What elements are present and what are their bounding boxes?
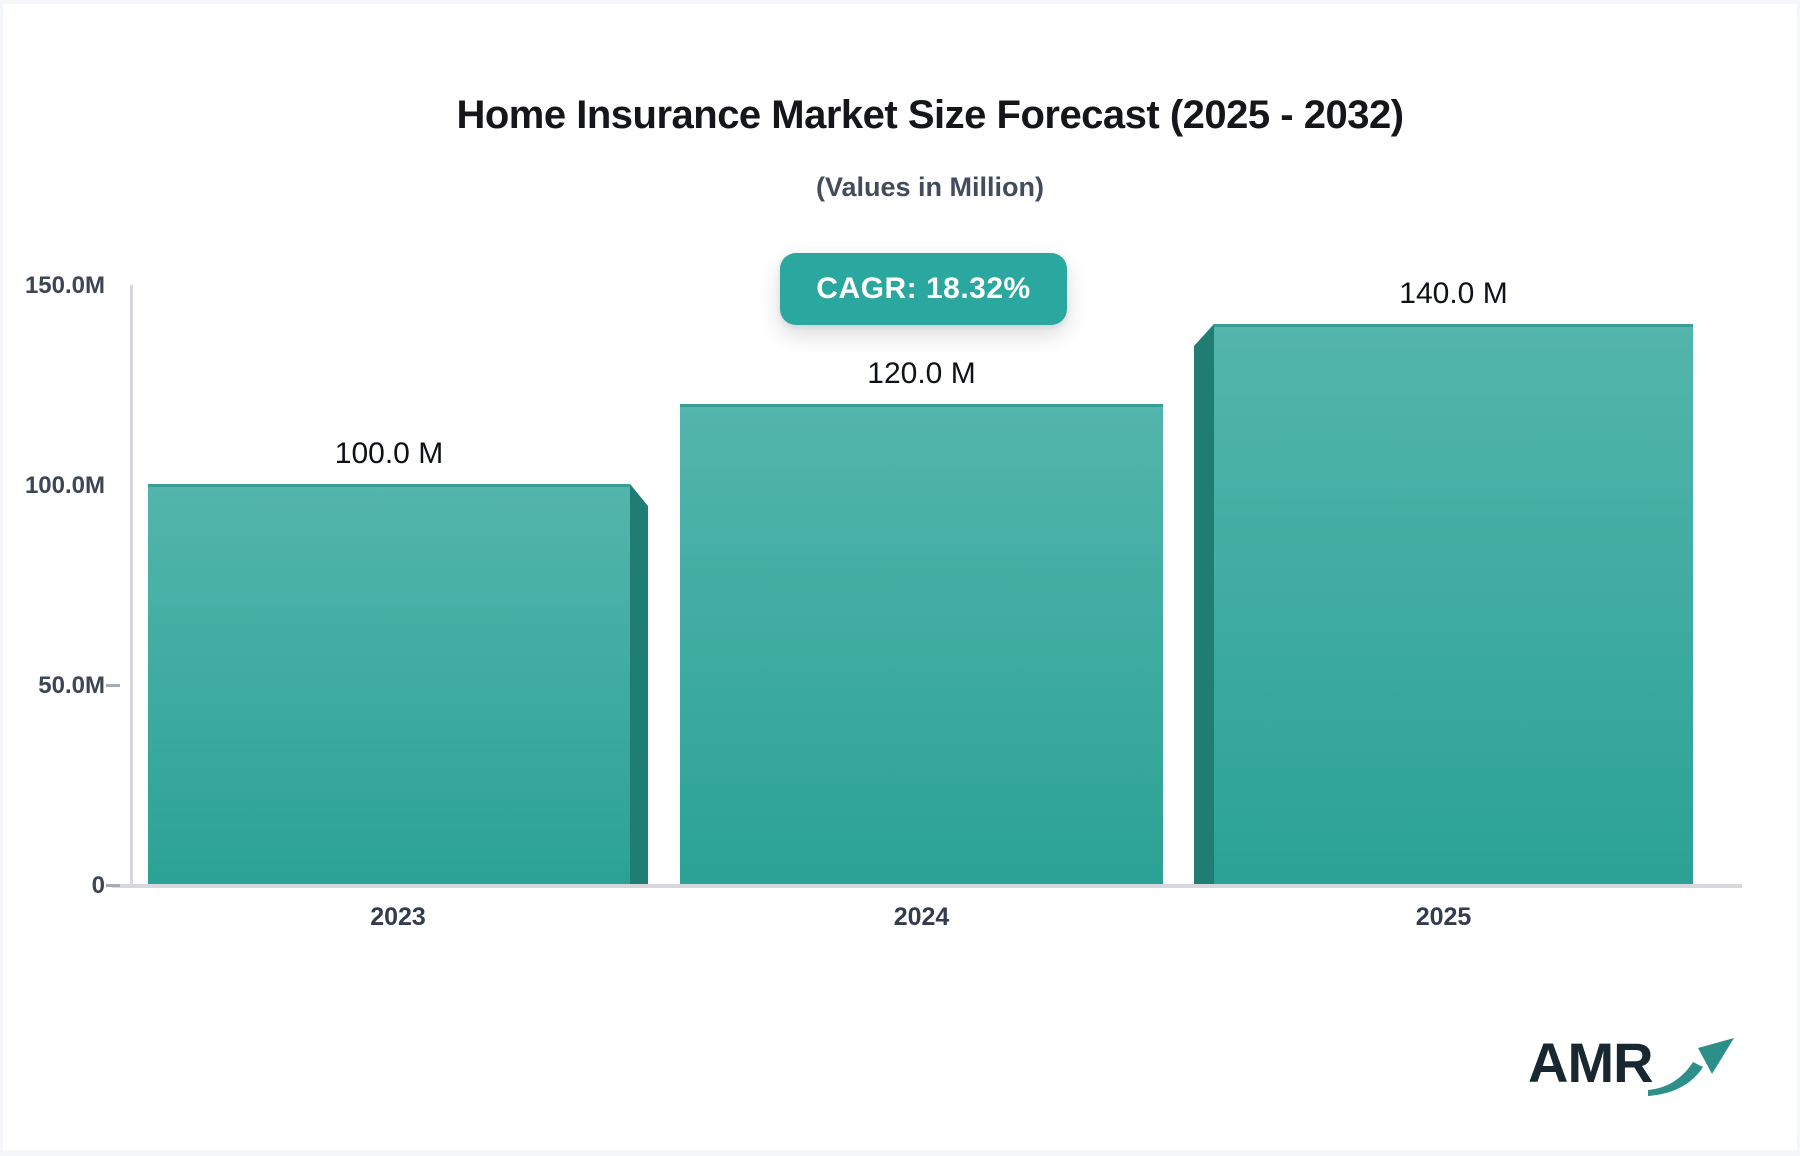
bar-2023-side-face	[630, 484, 648, 884]
bar-2023	[148, 484, 630, 884]
y-tick-label-0: 0	[91, 872, 105, 899]
y-tick-label-50: 50.0M	[38, 672, 105, 699]
x-tick-label-2023: 2023	[370, 903, 426, 931]
bar-2024	[680, 404, 1163, 884]
x-tick-label-2024: 2024	[893, 903, 950, 931]
y-axis-line	[130, 285, 133, 884]
y-tick-label-100: 100.0M	[24, 472, 105, 499]
x-tick-label-2025: 2025	[1415, 903, 1472, 931]
chart-title: Home Insurance Market Size Forecast (202…	[456, 93, 1404, 137]
amr-logo-text: AMR	[1528, 1031, 1654, 1094]
bar-2025-side-face	[1194, 324, 1214, 884]
chart-subtitle: (Values in Million)	[815, 172, 1045, 202]
amr-logo: AMR	[1528, 1031, 1734, 1102]
y-tick-mark-50	[106, 684, 120, 687]
y-tick-label-150: 150.0M	[24, 272, 105, 299]
bar-value-2025: 140.0 M	[1399, 277, 1508, 310]
bar-value-2023: 100.0 M	[334, 437, 444, 470]
y-tick-mark-0	[106, 884, 120, 887]
bar-value-2024: 120.0 M	[867, 357, 976, 390]
x-axis-line	[112, 884, 1742, 888]
cagr-badge: CAGR: 18.32%	[780, 253, 1067, 325]
growth-arrow-icon	[1648, 1038, 1734, 1096]
bar-2025	[1214, 324, 1693, 884]
